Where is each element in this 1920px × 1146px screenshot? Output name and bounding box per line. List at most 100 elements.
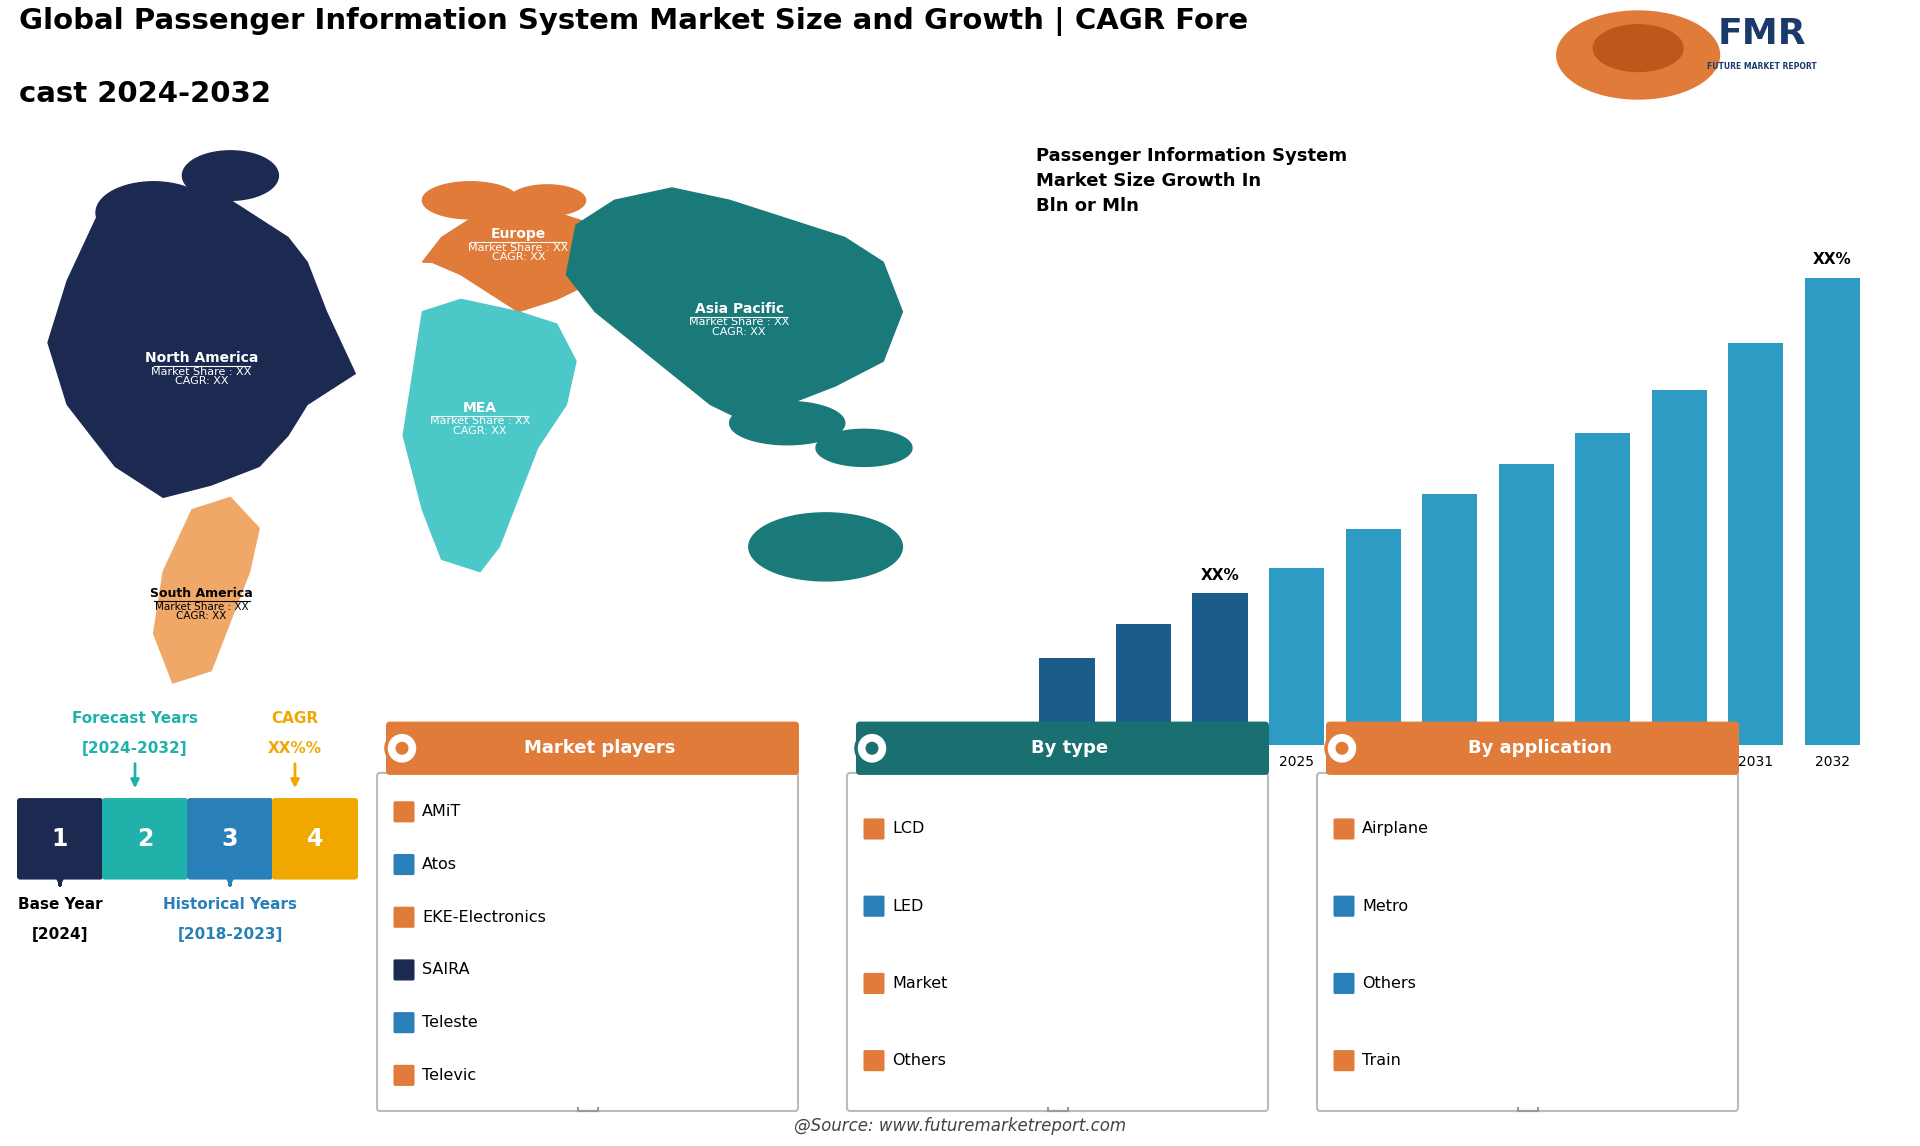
FancyBboxPatch shape — [394, 801, 415, 823]
FancyBboxPatch shape — [856, 722, 1269, 775]
Text: Market Share : XX: Market Share : XX — [689, 317, 789, 328]
Text: Historical Years: Historical Years — [163, 896, 298, 912]
Polygon shape — [730, 401, 845, 445]
FancyBboxPatch shape — [864, 973, 885, 994]
FancyBboxPatch shape — [1334, 973, 1354, 994]
FancyBboxPatch shape — [394, 854, 415, 876]
FancyBboxPatch shape — [394, 1065, 415, 1086]
Text: CAGR: XX: CAGR: XX — [177, 611, 227, 621]
Bar — [1423, 494, 1476, 745]
Circle shape — [386, 732, 419, 764]
Text: By type: By type — [1031, 739, 1108, 758]
Text: @Source: www.futuremarketreport.com: @Source: www.futuremarketreport.com — [795, 1116, 1125, 1135]
Polygon shape — [749, 513, 902, 581]
Text: XX%: XX% — [1200, 567, 1240, 582]
Polygon shape — [816, 430, 912, 466]
Bar — [1269, 567, 1325, 745]
FancyBboxPatch shape — [864, 896, 885, 917]
Text: LCD: LCD — [893, 822, 924, 837]
Text: [2018-2023]: [2018-2023] — [177, 927, 282, 942]
Bar — [1805, 277, 1860, 745]
Text: CAGR: CAGR — [271, 711, 319, 725]
FancyBboxPatch shape — [1327, 722, 1740, 775]
Text: Asia Pacific: Asia Pacific — [695, 301, 783, 315]
Text: Market Share : XX: Market Share : XX — [156, 602, 248, 612]
Polygon shape — [154, 497, 259, 683]
Text: [2024-2032]: [2024-2032] — [83, 740, 188, 756]
Text: Others: Others — [893, 1053, 947, 1068]
Text: AMiT: AMiT — [422, 804, 461, 819]
Polygon shape — [566, 188, 902, 423]
Circle shape — [1327, 732, 1357, 764]
Bar — [1346, 528, 1400, 745]
Text: FMR: FMR — [1718, 17, 1807, 52]
Text: Forecast Years: Forecast Years — [73, 711, 198, 725]
Text: Televic: Televic — [422, 1068, 476, 1083]
Text: Atos: Atos — [422, 857, 457, 872]
Text: 4: 4 — [307, 826, 323, 850]
Text: Global Passenger Information System Market Size and Growth | CAGR Fore: Global Passenger Information System Mark… — [19, 7, 1248, 36]
Text: SAIRA: SAIRA — [422, 963, 470, 978]
FancyBboxPatch shape — [864, 1050, 885, 1072]
Text: Others: Others — [1361, 976, 1415, 991]
FancyBboxPatch shape — [1317, 772, 1738, 1110]
Polygon shape — [182, 151, 278, 201]
Polygon shape — [422, 201, 614, 312]
Bar — [1651, 390, 1707, 745]
Text: Market: Market — [893, 976, 947, 991]
Text: Market players: Market players — [524, 739, 676, 758]
Text: Market Share : XX: Market Share : XX — [430, 416, 530, 426]
FancyBboxPatch shape — [186, 798, 273, 880]
FancyBboxPatch shape — [847, 772, 1267, 1110]
Text: XX%: XX% — [1812, 252, 1851, 267]
Text: Market Share : XX: Market Share : XX — [152, 367, 252, 377]
Circle shape — [396, 741, 409, 755]
Text: CAGR: XX: CAGR: XX — [712, 327, 766, 337]
Bar — [1728, 343, 1784, 745]
Text: North America: North America — [144, 351, 259, 366]
Text: EKE-Electronics: EKE-Electronics — [422, 910, 545, 925]
Text: CAGR: XX: CAGR: XX — [453, 425, 507, 435]
FancyBboxPatch shape — [1334, 818, 1354, 840]
Bar — [1116, 623, 1171, 745]
FancyBboxPatch shape — [394, 1012, 415, 1034]
Text: Train: Train — [1361, 1053, 1402, 1068]
Text: Metro: Metro — [1361, 898, 1407, 913]
Bar — [1500, 464, 1553, 745]
Polygon shape — [403, 299, 576, 572]
Polygon shape — [422, 182, 518, 219]
Circle shape — [1336, 741, 1348, 755]
Text: LED: LED — [893, 898, 924, 913]
FancyBboxPatch shape — [17, 798, 104, 880]
Circle shape — [856, 732, 887, 764]
Text: Passenger Information System
Market Size Growth In
Bln or Mln: Passenger Information System Market Size… — [1037, 147, 1348, 214]
Text: Airplane: Airplane — [1361, 822, 1428, 837]
FancyBboxPatch shape — [1334, 896, 1354, 917]
Text: CAGR: XX: CAGR: XX — [175, 376, 228, 386]
Text: 3: 3 — [221, 826, 238, 850]
Text: South America: South America — [150, 587, 253, 599]
Ellipse shape — [1555, 10, 1720, 100]
FancyBboxPatch shape — [1334, 1050, 1354, 1072]
Bar — [1574, 433, 1630, 745]
FancyBboxPatch shape — [394, 906, 415, 928]
Polygon shape — [48, 188, 355, 497]
Bar — [1192, 594, 1248, 745]
FancyBboxPatch shape — [273, 798, 357, 880]
Bar — [1039, 659, 1094, 745]
FancyBboxPatch shape — [386, 722, 799, 775]
Text: Europe: Europe — [492, 227, 545, 242]
Text: MEA: MEA — [463, 401, 497, 415]
Text: By application: By application — [1469, 739, 1613, 758]
Text: XX%%: XX%% — [269, 740, 323, 756]
Text: Base Year: Base Year — [17, 896, 102, 912]
FancyBboxPatch shape — [376, 772, 799, 1110]
Text: FUTURE MARKET REPORT: FUTURE MARKET REPORT — [1707, 62, 1816, 71]
Text: Market Share : XX: Market Share : XX — [468, 243, 568, 253]
Text: [2024]: [2024] — [33, 927, 88, 942]
Text: 1: 1 — [52, 826, 69, 850]
FancyBboxPatch shape — [102, 798, 188, 880]
Polygon shape — [509, 185, 586, 215]
Text: 2: 2 — [136, 826, 154, 850]
FancyBboxPatch shape — [864, 818, 885, 840]
